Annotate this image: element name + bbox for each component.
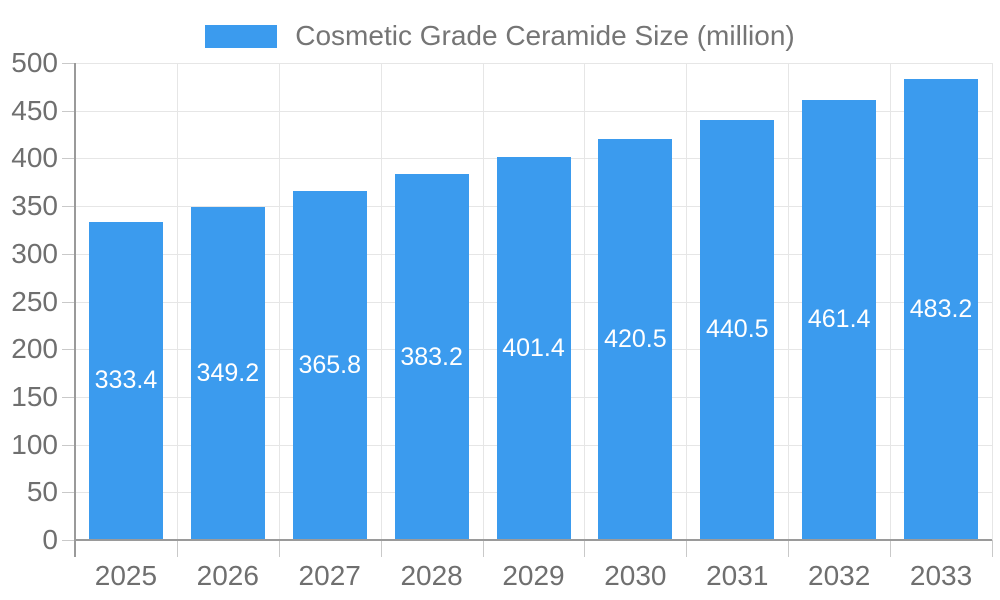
x-axis-tick bbox=[686, 540, 687, 557]
x-gridline bbox=[177, 63, 178, 540]
x-axis-tick-label: 2026 bbox=[196, 560, 259, 591]
legend-label[interactable]: Cosmetic Grade Ceramide Size (million) bbox=[295, 20, 795, 51]
y-axis-tick bbox=[62, 254, 75, 255]
y-axis-tick bbox=[62, 111, 75, 112]
x-axis-tick bbox=[279, 540, 280, 557]
x-gridline bbox=[686, 63, 687, 540]
y-axis-tick bbox=[62, 206, 75, 207]
x-gridline bbox=[584, 63, 585, 540]
y-axis-line bbox=[74, 63, 76, 557]
y-axis-tick-label: 250 bbox=[11, 286, 58, 317]
bar-value-label: 483.2 bbox=[909, 295, 973, 323]
bar-value-label: 365.8 bbox=[298, 351, 361, 379]
bar[interactable]: 401.4 bbox=[496, 157, 571, 540]
y-axis-tick-label: 0 bbox=[42, 524, 58, 555]
x-axis-tick-label: 2029 bbox=[502, 560, 565, 591]
bar[interactable]: 420.5 bbox=[598, 138, 673, 540]
x-axis-tick-label: 2027 bbox=[298, 560, 361, 591]
x-axis-tick-label: 2032 bbox=[808, 560, 871, 591]
y-axis-tick-label: 500 bbox=[11, 47, 58, 78]
x-axis-tick-label: 2028 bbox=[400, 560, 463, 591]
y-gridline bbox=[75, 63, 992, 64]
x-axis-tick bbox=[177, 540, 178, 557]
x-axis-tick-label: 2025 bbox=[94, 560, 158, 591]
legend-swatch[interactable] bbox=[205, 24, 278, 48]
x-axis-tick bbox=[483, 540, 484, 557]
y-axis-tick-label: 450 bbox=[11, 95, 58, 126]
y-axis-tick bbox=[62, 540, 75, 541]
bar-value-label: 461.4 bbox=[807, 305, 871, 334]
bar-value-label: 333.4 bbox=[94, 366, 158, 395]
x-axis-tick bbox=[788, 540, 789, 557]
bar[interactable]: 349.2 bbox=[190, 206, 265, 540]
x-gridline bbox=[279, 63, 280, 540]
x-axis-tick-label: 2033 bbox=[909, 560, 973, 591]
y-axis-tick-label: 50 bbox=[26, 476, 58, 507]
x-gridline bbox=[992, 63, 993, 540]
y-axis-tick bbox=[62, 63, 75, 64]
bar-value-label: 383.2 bbox=[400, 342, 463, 371]
x-axis-tick bbox=[381, 540, 382, 557]
y-gridline bbox=[75, 111, 992, 112]
bar-value-label: 349.2 bbox=[196, 358, 260, 387]
x-gridline bbox=[381, 63, 382, 540]
legend: Cosmetic Grade Ceramide Size (million) bbox=[0, 20, 1000, 52]
bar[interactable]: 365.8 bbox=[292, 191, 367, 540]
x-axis-tick bbox=[890, 540, 891, 557]
y-axis-tick-label: 300 bbox=[11, 238, 58, 269]
bar[interactable]: 440.5 bbox=[700, 119, 775, 540]
x-axis-tick bbox=[992, 540, 993, 557]
y-axis-tick bbox=[62, 349, 75, 350]
y-axis-tick bbox=[62, 302, 75, 303]
bar-value-label: 401.4 bbox=[502, 334, 565, 363]
x-gridline bbox=[890, 63, 891, 540]
y-axis-tick bbox=[62, 158, 75, 159]
x-axis-tick-label: 2030 bbox=[604, 560, 667, 591]
bar[interactable]: 461.4 bbox=[802, 99, 877, 540]
y-axis-tick-label: 350 bbox=[11, 190, 58, 221]
x-axis-tick-label: 2031 bbox=[706, 560, 769, 591]
y-axis-tick-label: 200 bbox=[11, 333, 58, 364]
y-axis-tick-label: 150 bbox=[11, 381, 58, 412]
x-axis-line bbox=[74, 539, 992, 541]
bar[interactable]: 483.2 bbox=[904, 79, 979, 540]
bar-value-label: 420.5 bbox=[604, 324, 667, 353]
bar[interactable]: 383.2 bbox=[394, 174, 469, 540]
y-axis-tick bbox=[62, 445, 75, 446]
x-gridline bbox=[483, 63, 484, 540]
x-gridline bbox=[788, 63, 789, 540]
y-axis-tick-label: 100 bbox=[11, 429, 58, 460]
y-axis-tick bbox=[62, 397, 75, 398]
x-axis-tick bbox=[584, 540, 585, 557]
bar-value-label: 440.5 bbox=[705, 315, 769, 344]
y-axis-tick-label: 400 bbox=[11, 142, 58, 173]
y-axis-tick bbox=[62, 492, 75, 493]
bar[interactable]: 333.4 bbox=[88, 221, 163, 540]
